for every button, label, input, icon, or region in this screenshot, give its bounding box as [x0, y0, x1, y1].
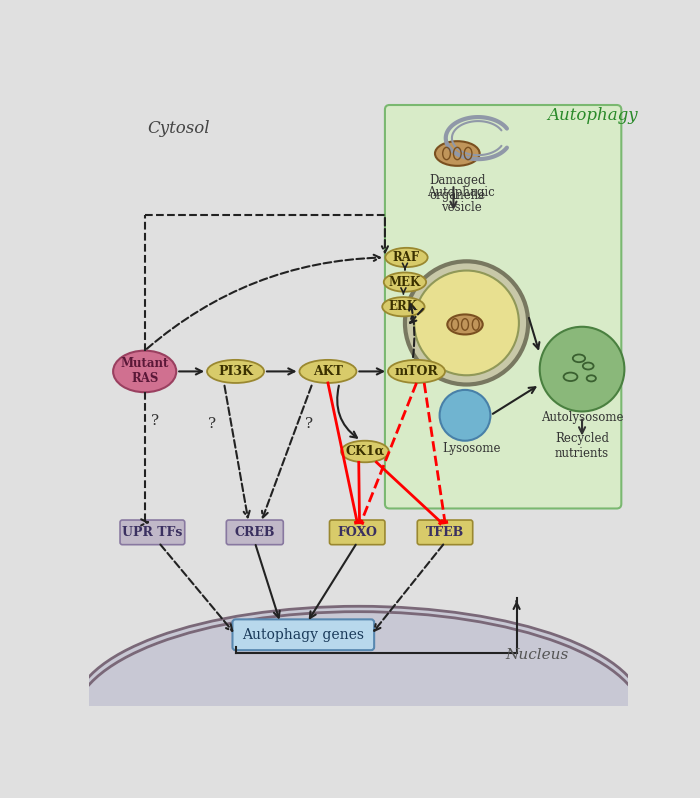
Text: Nucleus: Nucleus: [505, 649, 568, 662]
Ellipse shape: [74, 611, 644, 798]
Text: Damaged
organelle: Damaged organelle: [429, 173, 486, 202]
Text: Autophagy genes: Autophagy genes: [242, 628, 364, 642]
Text: MEK: MEK: [389, 275, 421, 289]
FancyBboxPatch shape: [120, 520, 185, 545]
Ellipse shape: [447, 314, 483, 334]
Ellipse shape: [388, 360, 445, 383]
FancyBboxPatch shape: [226, 520, 284, 545]
Text: UPR TFs: UPR TFs: [122, 526, 183, 539]
Text: ?: ?: [151, 414, 160, 429]
Text: mTOR: mTOR: [395, 365, 438, 378]
Text: Autolysosome: Autolysosome: [541, 411, 623, 424]
Ellipse shape: [385, 248, 428, 267]
Circle shape: [405, 261, 528, 385]
FancyBboxPatch shape: [385, 105, 622, 508]
FancyBboxPatch shape: [330, 520, 385, 545]
Text: Autophagic
vesicle: Autophagic vesicle: [427, 186, 495, 214]
Circle shape: [414, 271, 519, 375]
Ellipse shape: [207, 360, 264, 383]
Ellipse shape: [382, 297, 425, 316]
Text: ?: ?: [209, 417, 216, 431]
Ellipse shape: [341, 440, 388, 462]
Circle shape: [440, 390, 491, 440]
FancyBboxPatch shape: [417, 520, 473, 545]
Text: CREB: CREB: [234, 526, 275, 539]
Text: Lysosome: Lysosome: [442, 442, 500, 455]
Text: PI3K: PI3K: [218, 365, 253, 378]
Ellipse shape: [113, 350, 176, 392]
Text: ERK: ERK: [389, 300, 418, 314]
Text: FOXO: FOXO: [337, 526, 377, 539]
Circle shape: [540, 326, 624, 412]
Ellipse shape: [384, 272, 426, 292]
Text: ?: ?: [304, 417, 313, 431]
Text: Recycled
nutrients: Recycled nutrients: [555, 432, 609, 460]
Text: TFEB: TFEB: [426, 526, 464, 539]
Text: Autophagy: Autophagy: [547, 108, 638, 124]
Text: AKT: AKT: [313, 365, 343, 378]
Ellipse shape: [300, 360, 356, 383]
FancyBboxPatch shape: [232, 619, 374, 650]
Text: Mutant
RAS: Mutant RAS: [120, 358, 169, 385]
Ellipse shape: [435, 141, 480, 166]
Ellipse shape: [74, 606, 644, 798]
Text: Cytosol: Cytosol: [147, 120, 209, 136]
Text: RAF: RAF: [393, 251, 420, 264]
Bar: [90, 706, 629, 710]
Text: CK1α: CK1α: [345, 445, 384, 458]
